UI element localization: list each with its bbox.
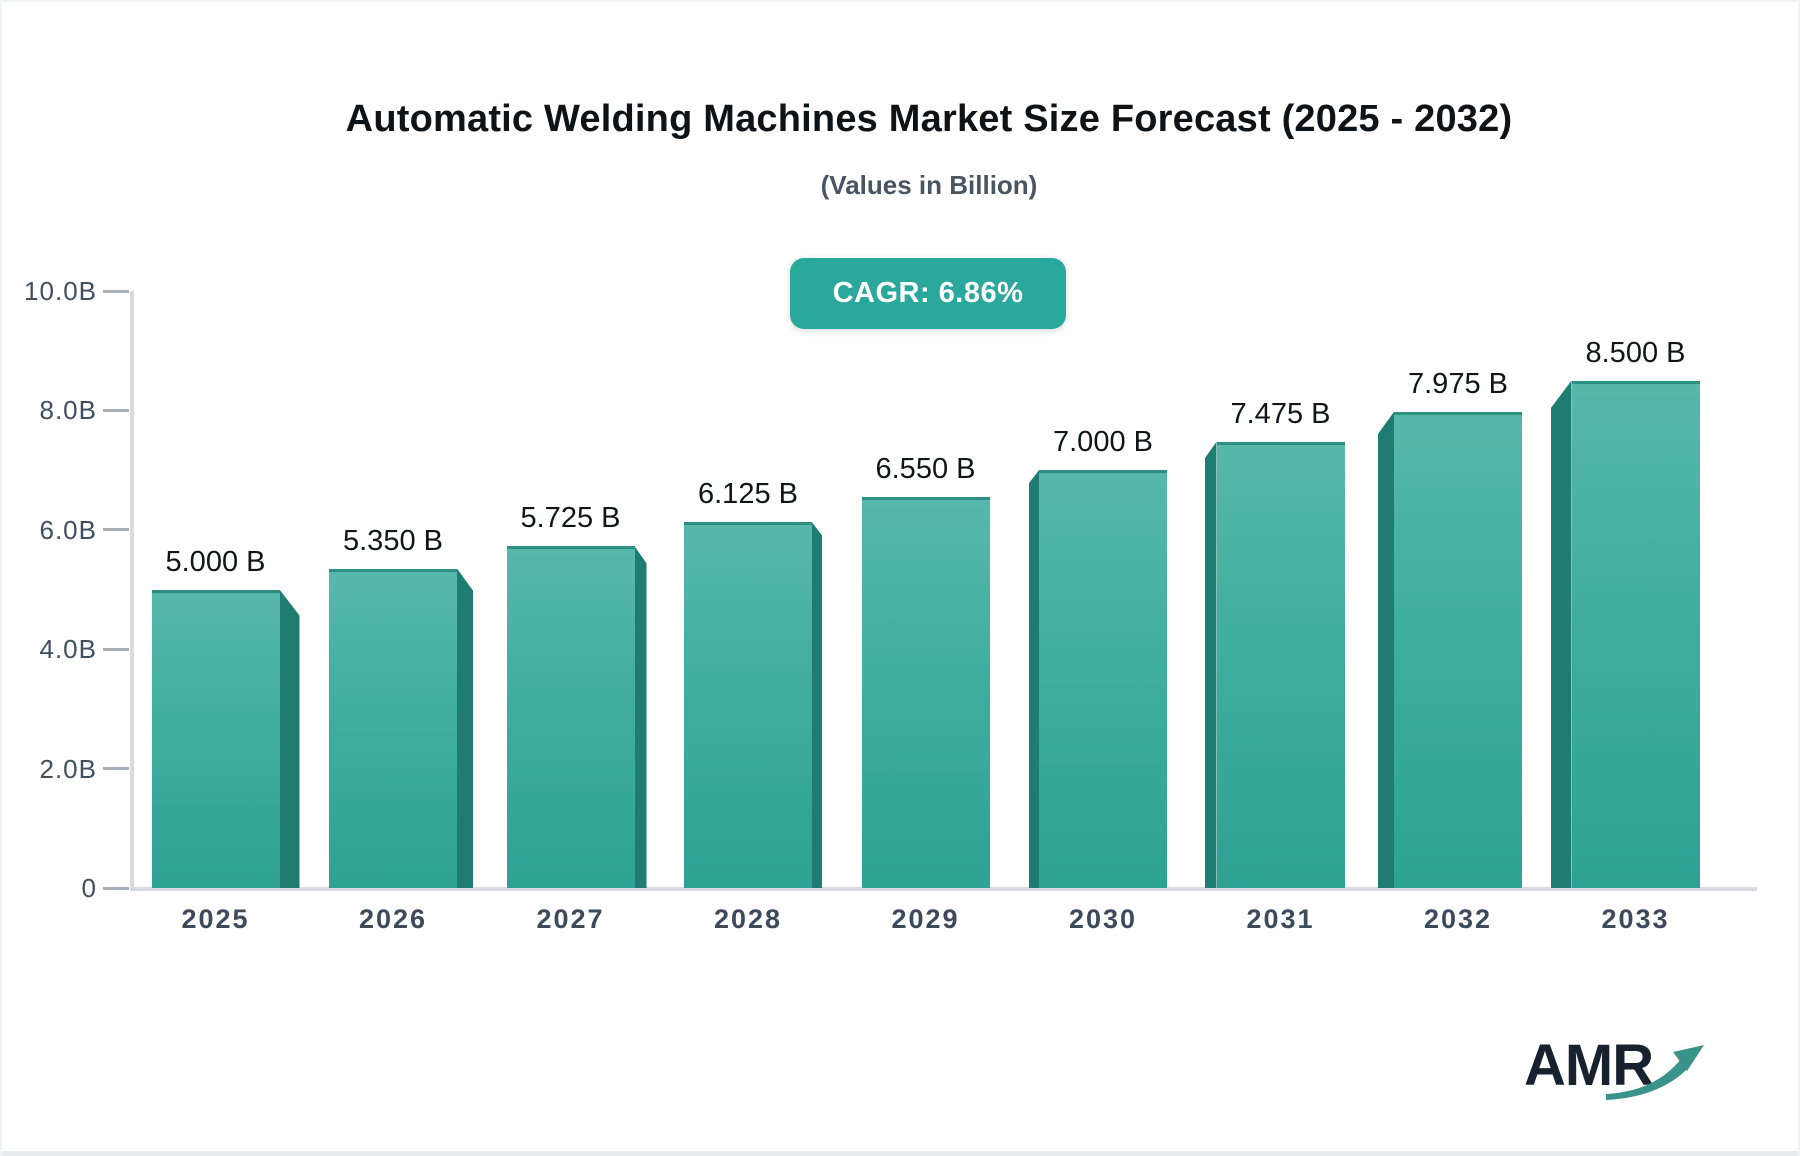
bar-2032 <box>1394 411 1522 888</box>
bar-value-label: 7.475 B <box>1230 397 1331 430</box>
bar-side-panel <box>279 589 300 888</box>
y-axis-tick <box>103 647 129 651</box>
x-axis-line <box>130 887 1757 891</box>
y-axis-tick-label: 0 <box>81 873 97 903</box>
bar-value-label: 8.500 B <box>1585 336 1686 369</box>
y-axis-tick-label: 8.0B <box>39 395 97 426</box>
x-axis-label: 2033 <box>1601 904 1670 934</box>
bar-side-panel <box>457 568 473 888</box>
y-axis-tick-label: 6.0B <box>39 514 97 545</box>
bar-side-panel <box>634 546 647 888</box>
x-axis-label: 2030 <box>1068 904 1138 934</box>
bar-side-panel <box>1550 380 1572 888</box>
bar-side-panel <box>1378 411 1394 888</box>
bar-side-panel <box>1204 441 1217 888</box>
bar-value-label: 5.000 B <box>165 545 266 578</box>
x-axis-label: 2028 <box>713 904 783 934</box>
y-axis-tick <box>103 289 129 293</box>
y-axis-line <box>130 291 134 891</box>
chart-title: Automatic Welding Machines Market Size F… <box>345 98 1513 140</box>
bar-value-label: 6.125 B <box>698 478 798 511</box>
x-axis-label: 2026 <box>358 904 428 934</box>
bar-2026 <box>329 568 457 888</box>
y-axis-tick <box>103 528 129 532</box>
bar-value-label: 5.350 B <box>343 524 443 557</box>
bar-2027 <box>506 546 635 888</box>
y-axis-tick <box>103 767 129 771</box>
x-axis-label: 2029 <box>891 904 960 934</box>
y-axis-tick-label: 10.0B <box>24 276 97 306</box>
cagr-badge-label: CAGR: 6.86% <box>832 277 1024 309</box>
bar-side-panel <box>1029 470 1039 888</box>
x-axis-label: 2031 <box>1246 904 1315 934</box>
bar-value-label: 7.975 B <box>1408 367 1508 400</box>
bar-2028 <box>684 522 812 888</box>
x-axis-label: 2027 <box>536 904 605 934</box>
cagr-badge: CAGR: 6.86% <box>790 258 1066 329</box>
y-axis-tick-label: 4.0B <box>39 634 97 665</box>
bar-2025 <box>151 589 280 888</box>
brand-logo: AMR <box>1524 1033 1654 1098</box>
x-axis-label: 2032 <box>1423 904 1493 934</box>
bar-2030 <box>1039 470 1167 888</box>
bar-side-panel <box>812 522 822 888</box>
chart-subtitle: (Values in Billion) <box>820 170 1038 200</box>
x-axis-label: 2025 <box>181 904 250 934</box>
y-axis-tick <box>103 408 129 412</box>
y-axis-tick <box>103 886 129 890</box>
bar-2033 <box>1571 380 1700 888</box>
bar-value-label: 5.725 B <box>520 502 621 535</box>
bar-value-label: 6.550 B <box>875 452 976 485</box>
bar-2029 <box>861 496 990 888</box>
bar-2031 <box>1216 441 1345 888</box>
y-axis-tick-label: 2.0B <box>39 753 97 784</box>
bottom-border-strip <box>2 1151 1798 1156</box>
bar-value-label: 7.000 B <box>1053 426 1153 459</box>
growth-arrow-icon <box>1606 1045 1704 1100</box>
